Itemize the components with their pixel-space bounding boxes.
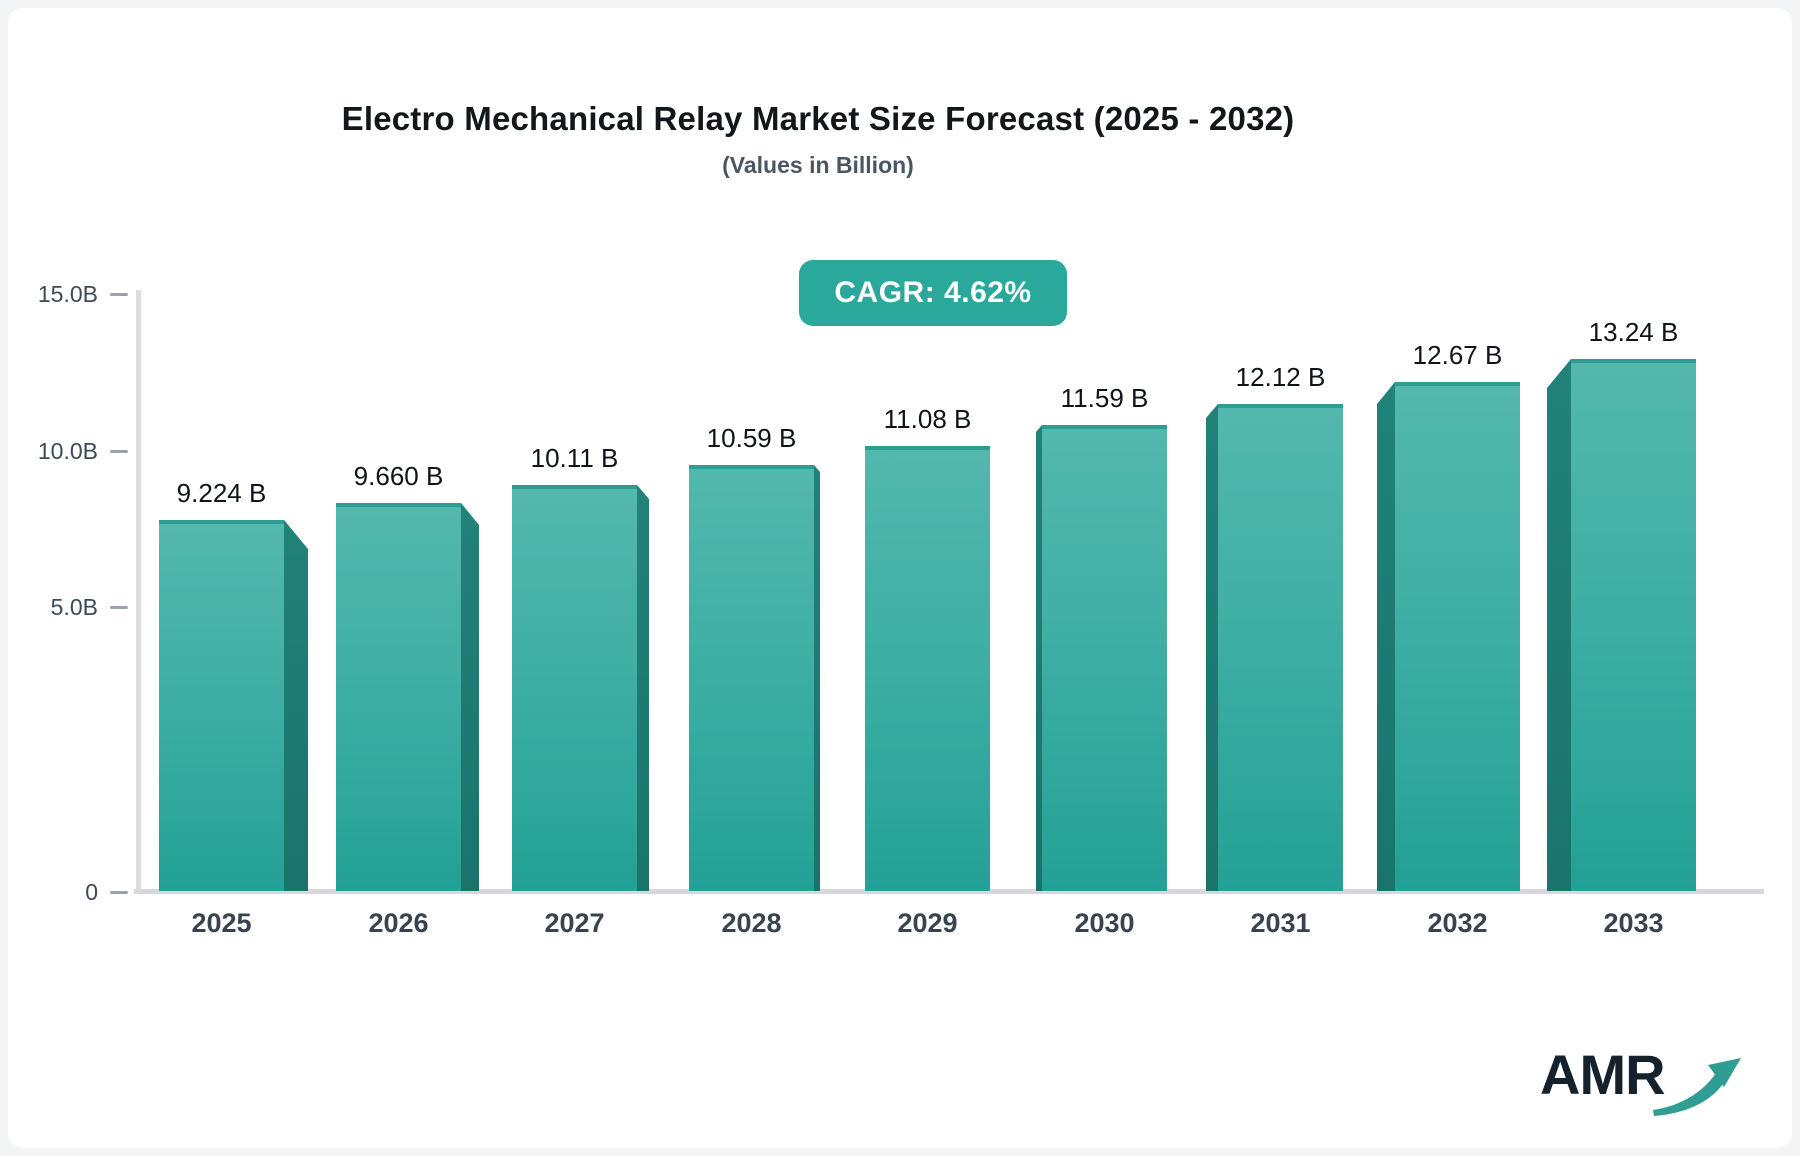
bar-value-label: 13.24 B bbox=[1588, 317, 1679, 347]
y-axis-tick: 0 bbox=[8, 877, 128, 907]
bar-front-face bbox=[689, 465, 814, 891]
chart-card: Electro Mechanical Relay Market Size For… bbox=[8, 8, 1792, 1148]
bar-value-label: 12.67 B bbox=[1412, 340, 1503, 370]
bar-side-face bbox=[1547, 359, 1571, 891]
y-axis-tick-mark bbox=[110, 605, 128, 609]
y-axis-tick: 15.0B bbox=[8, 279, 128, 309]
bar-front-face bbox=[1395, 382, 1520, 891]
y-axis-tick-label: 0 bbox=[85, 878, 98, 905]
bar-2032: 12.67 B bbox=[1377, 340, 1520, 891]
bar-value-label: 10.11 B bbox=[530, 443, 619, 473]
bar-2029: 11.08 B bbox=[865, 404, 990, 891]
bar-2028: 10.59 B bbox=[689, 423, 820, 891]
x-axis-label-2030: 2030 bbox=[1074, 908, 1135, 938]
x-axis-label-2029: 2029 bbox=[897, 908, 958, 938]
y-axis-tick: 5.0B bbox=[8, 592, 128, 622]
bar-2031: 12.12 B bbox=[1206, 362, 1343, 891]
bar-side-face bbox=[1377, 382, 1395, 891]
bar-side-face bbox=[1206, 404, 1218, 891]
x-axis-label-2031: 2031 bbox=[1250, 908, 1311, 938]
x-axis-label-2026: 2026 bbox=[368, 908, 429, 938]
y-axis-tick-label: 15.0B bbox=[37, 280, 98, 307]
growth-arrow-icon bbox=[1652, 1058, 1741, 1116]
cagr-badge: CAGR: 4.62% bbox=[799, 260, 1067, 326]
bar-front-face bbox=[1571, 359, 1696, 891]
bar-2033: 13.24 B bbox=[1547, 317, 1696, 891]
bar-chart: 15.0B 10.0B 5.0B 0 9.224 B 9.660 B 10.11 B 10.… bbox=[8, 8, 1792, 1148]
bar-front-face bbox=[1218, 404, 1343, 891]
bar-value-label: 11.59 B bbox=[1060, 383, 1149, 413]
y-axis-line bbox=[136, 290, 141, 893]
bar-2025: 9.224 B bbox=[159, 478, 308, 891]
amr-logo: AMR bbox=[1540, 1044, 1749, 1120]
bar-front-face bbox=[865, 446, 990, 891]
bar-side-face bbox=[637, 485, 649, 891]
y-axis-tick-label: 5.0B bbox=[50, 593, 98, 620]
bar-side-face bbox=[1036, 425, 1042, 891]
y-axis-tick: 10.0B bbox=[8, 436, 128, 466]
bar-side-face bbox=[461, 503, 479, 891]
y-axis-tick-mark bbox=[110, 292, 128, 296]
bar-side-face bbox=[284, 520, 308, 891]
y-axis-tick-mark bbox=[110, 890, 128, 894]
bar-value-label: 11.08 B bbox=[883, 404, 972, 434]
bar-front-face bbox=[159, 520, 284, 891]
amr-logo-text: AMR bbox=[1540, 1043, 1666, 1106]
bar-value-label: 9.224 B bbox=[176, 478, 267, 508]
bar-2030: 11.59 B bbox=[1036, 383, 1167, 891]
x-axis-label-2032: 2032 bbox=[1427, 908, 1488, 938]
bar-front-face bbox=[336, 503, 461, 891]
y-axis-tick-label: 10.0B bbox=[37, 437, 98, 464]
bar-value-label: 9.660 B bbox=[353, 461, 444, 491]
chart-subtitle: (Values in Billion) bbox=[722, 152, 914, 178]
x-axis-label-2027: 2027 bbox=[544, 908, 605, 938]
bar-side-face bbox=[814, 465, 820, 891]
chart-title: Electro Mechanical Relay Market Size For… bbox=[341, 100, 1295, 137]
bar-front-face bbox=[1042, 425, 1167, 891]
x-axis-label-2025: 2025 bbox=[191, 908, 252, 938]
bar-front-face bbox=[512, 485, 637, 891]
bar-value-label: 12.12 B bbox=[1235, 362, 1326, 392]
y-axis-tick-mark bbox=[110, 449, 128, 453]
x-axis-line bbox=[134, 889, 1764, 894]
x-axis-label-2028: 2028 bbox=[721, 908, 782, 938]
bar-value-label: 10.59 B bbox=[706, 423, 797, 453]
bar-2026: 9.660 B bbox=[336, 461, 479, 891]
x-axis-label-2033: 2033 bbox=[1603, 908, 1664, 938]
bar-2027: 10.11 B bbox=[512, 443, 649, 891]
